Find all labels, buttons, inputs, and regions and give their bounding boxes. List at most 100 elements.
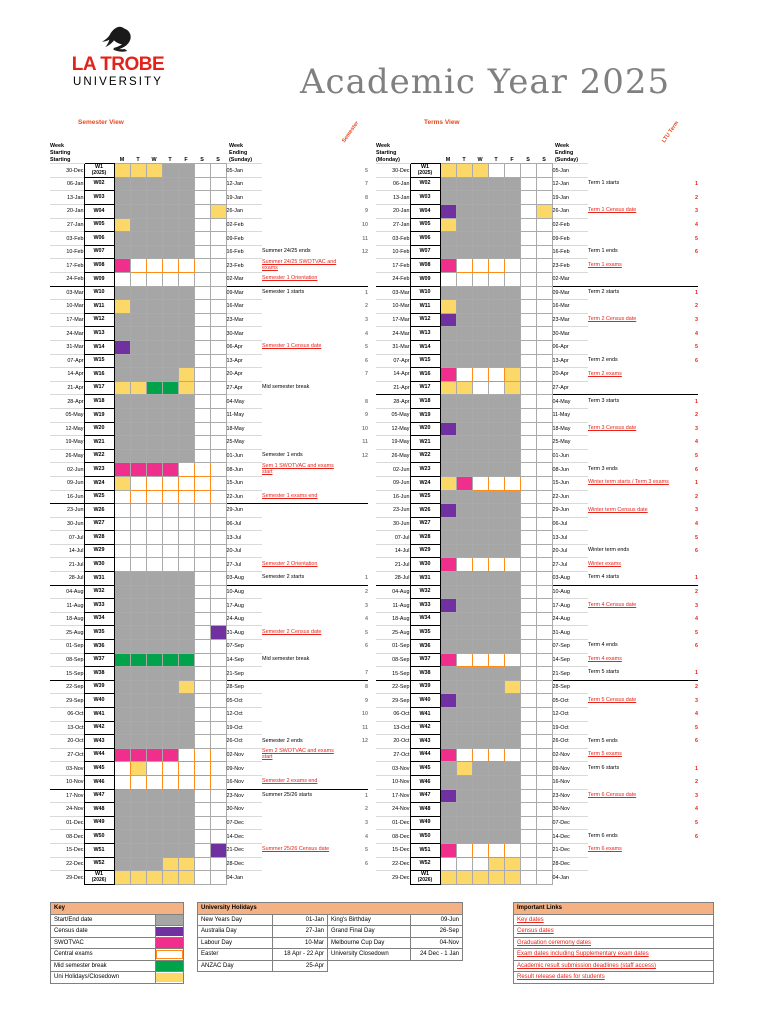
terms-event-note[interactable]: Term 2 exams: [588, 370, 622, 377]
semester-day-cell: [209, 761, 227, 776]
terms-week-row: 10-Nov W46 16-Nov 2: [376, 774, 698, 790]
important-link-row[interactable]: Academic result submission deadlines (st…: [513, 959, 714, 972]
terms-event-note[interactable]: Winter exams: [588, 560, 621, 567]
terms-event-note[interactable]: Term 6 exams: [588, 846, 622, 853]
semester-week-row: 03-Mar W10 09-Mar Semester 1 starts 1: [50, 285, 368, 301]
semester-week-label: W16: [83, 367, 115, 382]
semester-event-note[interactable]: Semester 2 exams end: [262, 778, 318, 785]
important-link-row[interactable]: Key dates: [513, 913, 714, 926]
terms-week-number: [674, 164, 698, 178]
semester-day-cell: [113, 788, 131, 804]
terms-week-starting-date: 29-Dec: [376, 870, 410, 885]
terms-week-starting-date: 28-Jul: [376, 571, 410, 586]
terms-week-label: W22: [409, 448, 441, 464]
terms-day-cell: [455, 557, 473, 573]
semester-day-cell: [209, 666, 227, 681]
semester-week-row: 30-Dec W1 (2025) 05-Jan 5: [50, 163, 368, 178]
terms-day-cell: [439, 258, 457, 273]
terms-day-cell: [487, 788, 505, 804]
semester-event-note[interactable]: Summer 25/26 Census date: [262, 846, 330, 853]
terms-day-cell: [535, 367, 553, 382]
important-link-row[interactable]: Exam dates including Supplementary exam …: [513, 948, 714, 961]
semester-week-number: 3: [365, 602, 368, 609]
terms-day-cell: [471, 299, 489, 314]
important-link-row[interactable]: Result release dates for students: [513, 971, 714, 984]
semester-day-cell: [129, 870, 147, 885]
terms-day-cell: [487, 639, 505, 654]
important-link[interactable]: Graduation ceremony dates: [513, 936, 714, 949]
important-link[interactable]: Exam dates including Supplementary exam …: [513, 948, 714, 961]
terms-event-note[interactable]: Term 1 Census date: [588, 207, 637, 214]
semester-event-note[interactable]: Summer 24/25 SWOTVAC and exams: [262, 259, 337, 271]
semester-week-ending-date: 06-Apr: [226, 339, 262, 355]
terms-event-note[interactable]: Term 4 Census date: [588, 601, 637, 608]
semester-event-note[interactable]: Sem 1 SWOTVAC and exams start: [262, 462, 334, 475]
important-link-row[interactable]: Census dates: [513, 925, 714, 938]
semester-day-cell: [129, 707, 147, 722]
terms-event-note[interactable]: Term 3 Census date: [588, 424, 637, 431]
important-link-row[interactable]: Graduation ceremony dates: [513, 936, 714, 949]
semester-event-note[interactable]: Semester 1 Census date: [262, 343, 322, 350]
terms-event-note[interactable]: Term 2 Census date: [588, 316, 637, 323]
semester-day-cell: [129, 258, 147, 273]
semester-event-note: [262, 544, 344, 558]
terms-day-cell: [455, 707, 473, 722]
terms-day-cell: [503, 679, 521, 695]
semester-week-ending-date: 02-Mar: [226, 272, 262, 287]
semester-week-label: W20: [83, 421, 115, 437]
terms-day-cell: [487, 802, 505, 817]
terms-day-cell: [535, 774, 553, 790]
terms-event-note[interactable]: Term 5 exams: [588, 751, 622, 758]
semester-event-note: [262, 857, 344, 871]
terms-event-note[interactable]: Winter term Census date: [588, 506, 648, 513]
important-link[interactable]: Census dates: [513, 925, 714, 938]
semester-day-cell: [177, 530, 195, 545]
terms-event-note[interactable]: Term 1 exams: [588, 261, 622, 268]
terms-day-cell: [535, 272, 553, 287]
terms-event-note[interactable]: Term 4 exams: [588, 656, 622, 663]
terms-event-note[interactable]: Term 5 Census date: [588, 696, 637, 703]
terms-week-row: 28-Apr W18 04-May Term 3 starts 1: [376, 394, 698, 409]
terms-day-cell: [487, 625, 505, 641]
terms-day-cell: [455, 475, 473, 491]
semester-week-row: 30-Jun W27 06-Jul: [50, 516, 368, 532]
important-link[interactable]: Result release dates for students: [513, 971, 714, 984]
semester-week-number: 5: [365, 629, 368, 636]
important-link[interactable]: Academic result submission deadlines (st…: [513, 959, 714, 972]
semester-day-cell: [145, 407, 163, 423]
semester-event-note[interactable]: Sem 2 SWOTVAC and exams start: [262, 748, 334, 761]
semester-week-ending-date: 02-Nov: [226, 747, 262, 762]
semester-day-cell: [113, 190, 131, 206]
semester-week-starting-date: 21-Jul: [50, 557, 84, 572]
semester-week-label: W25: [83, 489, 115, 505]
terms-week-number: 1: [695, 181, 698, 188]
semester-week-number: [344, 544, 368, 558]
terms-week-label: W1 (2026): [409, 870, 441, 885]
semester-day-cell: [177, 380, 195, 396]
terms-day-cell: [471, 448, 489, 464]
semester-day-cell: [145, 815, 163, 831]
terms-week-starting-date: 22-Dec: [376, 856, 410, 871]
terms-day-cell: [487, 747, 505, 763]
terms-day-cell: [439, 557, 457, 573]
terms-day-cell: [503, 720, 521, 736]
key-legend-swatch: [155, 913, 184, 926]
semester-day-cell: [177, 666, 195, 681]
terms-day-cell: [455, 353, 473, 369]
important-link[interactable]: Key dates: [513, 913, 714, 926]
terms-week-ending-date: 06-Jul: [552, 516, 588, 531]
semester-day-cell: [177, 774, 195, 790]
semester-event-note[interactable]: Semester 1 Orientation: [262, 275, 318, 282]
semester-event-note[interactable]: Semester 2 Orientation: [262, 560, 318, 567]
terms-day-cell: [503, 666, 521, 681]
terms-event-note[interactable]: Term 6 Census date: [588, 792, 637, 799]
terms-day-cell: [439, 353, 457, 369]
semester-event-note[interactable]: Semester 1 exams end: [262, 492, 318, 499]
semester-event-note[interactable]: Semester 2 Census date: [262, 628, 322, 635]
terms-week-starting-date: 21-Jul: [376, 557, 410, 572]
semester-week-ending-date: 20-Jul: [226, 543, 262, 558]
semester-week-label: W34: [83, 611, 115, 627]
semester-week-ending-date: 08-Jun: [226, 462, 262, 477]
terms-event-note[interactable]: Winter term starts / Term 3 exams: [588, 479, 669, 486]
important-links-table: Important Links Key dates Census dates Gra…: [513, 902, 714, 984]
